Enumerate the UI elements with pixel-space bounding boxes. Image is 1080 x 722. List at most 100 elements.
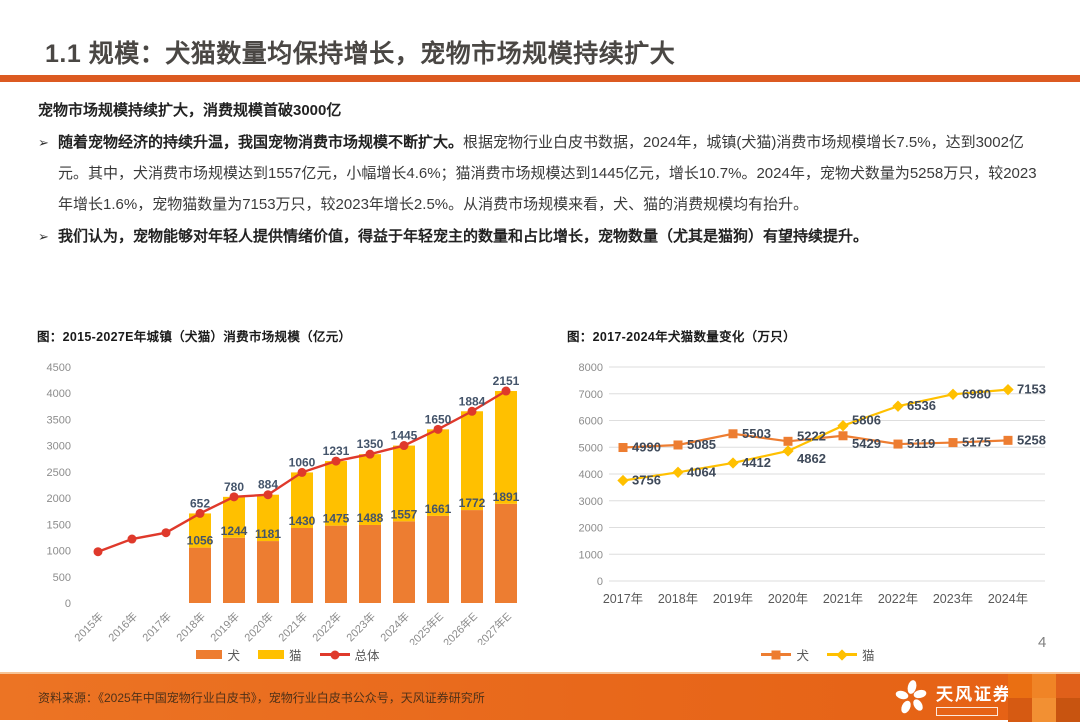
- logo-company-name: 天风证券: [936, 685, 1012, 704]
- svg-text:1060: 1060: [289, 455, 316, 469]
- bullet-arrow-icon: ➢: [38, 229, 49, 244]
- svg-text:2022年: 2022年: [309, 609, 344, 644]
- svg-text:5258: 5258: [1017, 432, 1046, 447]
- svg-text:4064: 4064: [687, 464, 717, 479]
- svg-text:500: 500: [53, 572, 71, 584]
- page-number: 4: [1038, 634, 1047, 651]
- svg-text:2021年: 2021年: [823, 592, 863, 606]
- tf-flower-icon: [895, 680, 927, 714]
- svg-text:1661: 1661: [425, 502, 452, 516]
- svg-text:2023年: 2023年: [343, 609, 378, 644]
- svg-text:2000: 2000: [47, 493, 71, 505]
- svg-text:6000: 6000: [579, 416, 603, 428]
- svg-text:2151: 2151: [493, 374, 520, 388]
- svg-text:2016年: 2016年: [105, 609, 140, 644]
- svg-text:1475: 1475: [323, 512, 350, 526]
- legend-item-cat: 猫: [827, 645, 875, 664]
- svg-text:7153: 7153: [1017, 382, 1046, 397]
- market-size-chart: 图：2015-2027E年城镇（犬猫）消费市场规模（亿元） 0 500 1000 15…: [33, 322, 543, 664]
- market-size-chart-title: 图：2015-2027E年城镇（犬猫）消费市场规模（亿元）: [37, 330, 352, 344]
- svg-text:3000: 3000: [47, 441, 71, 453]
- dog-bar-swatch-icon: [196, 650, 223, 659]
- svg-text:1350: 1350: [357, 437, 384, 451]
- svg-text:6536: 6536: [907, 398, 936, 413]
- pet-count-chart-svg: 0 1000 2000 3000 4000 5000 6000 7000 8000 2017年 20…: [579, 362, 1046, 606]
- cat-bar-swatch-icon: [257, 650, 284, 659]
- cat-diamond-marker-icon: [836, 648, 848, 661]
- svg-text:5085: 5085: [687, 437, 716, 452]
- svg-text:4990: 4990: [632, 440, 661, 455]
- svg-text:3000: 3000: [579, 496, 603, 508]
- bullet-paragraph-1: ➢ 随着宠物经济的持续升温，我国宠物消费市场规模不断扩大。根据宠物行业白皮书数据，…: [38, 127, 1045, 220]
- tianfeng-securities-logo: 天风证券: [895, 679, 1012, 717]
- svg-text:8000: 8000: [579, 362, 603, 374]
- legend-label: 总体: [354, 649, 380, 663]
- svg-text:7000: 7000: [579, 389, 603, 401]
- svg-text:2019年: 2019年: [713, 592, 753, 606]
- bullet-1-regular-run: 根据宠物行业白皮书数据，2024年，城镇(犬猫)消费市场规模增长7.5%，达到3…: [58, 134, 1037, 213]
- cat-line-swatch-icon: [827, 648, 857, 661]
- footer-mosaic-decoration: [1008, 674, 1080, 722]
- svg-text:1430: 1430: [289, 514, 316, 528]
- svg-text:2023年: 2023年: [933, 592, 973, 606]
- bullet-2-bold-run: 我们认为，宠物能够对年轻人提供情绪价值，得益于年轻宠主的数量和占比增长，宠物数量…: [58, 228, 869, 245]
- bullet-1-bold-run: 随着宠物经济的持续升温，我国宠物消费市场规模不断扩大。: [58, 134, 464, 151]
- logo-tagline-box: [936, 707, 998, 716]
- legend-item-dog: 犬: [196, 645, 240, 664]
- svg-text:2025年E: 2025年E: [406, 609, 446, 645]
- svg-text:4000: 4000: [47, 388, 71, 400]
- svg-text:2015年: 2015年: [71, 609, 106, 644]
- svg-text:1056: 1056: [187, 534, 214, 548]
- total-dot-marker-icon: [330, 650, 339, 659]
- legend-item-cat: 猫: [257, 645, 302, 664]
- svg-text:4500: 4500: [47, 362, 71, 374]
- dog-line-swatch-icon: [761, 650, 792, 659]
- svg-text:1650: 1650: [425, 412, 452, 426]
- total-line-swatch-icon: [319, 650, 350, 659]
- svg-text:2019年: 2019年: [207, 609, 242, 644]
- svg-text:652: 652: [190, 496, 210, 510]
- svg-text:884: 884: [258, 478, 278, 492]
- svg-text:1181: 1181: [255, 527, 281, 541]
- svg-text:2024年: 2024年: [988, 592, 1028, 606]
- svg-text:5000: 5000: [579, 442, 603, 454]
- svg-text:2021年: 2021年: [275, 609, 310, 644]
- svg-text:2022年: 2022年: [878, 592, 918, 606]
- svg-text:2018年: 2018年: [658, 592, 698, 606]
- svg-text:1557: 1557: [391, 507, 418, 521]
- svg-text:2018年: 2018年: [173, 609, 208, 644]
- intro-statement: 宠物市场规模持续扩大，消费规模首破3000亿: [38, 102, 342, 119]
- svg-text:0: 0: [597, 576, 603, 588]
- svg-text:1000: 1000: [47, 546, 71, 558]
- pet-count-chart-title: 图：2017-2024年犬猫数量变化（万只）: [567, 330, 796, 344]
- svg-text:780: 780: [224, 480, 244, 494]
- dog-square-marker-icon: [771, 650, 781, 659]
- svg-text:5175: 5175: [962, 435, 991, 450]
- svg-text:4000: 4000: [579, 469, 603, 481]
- market-size-chart-svg: 0 500 1000 1500 2000 2500 3000 3500 4000 4500 2015…: [47, 362, 520, 645]
- svg-text:2026年E: 2026年E: [440, 609, 480, 645]
- svg-text:2000: 2000: [579, 523, 603, 535]
- svg-text:2020年: 2020年: [241, 609, 276, 644]
- svg-text:1244: 1244: [221, 524, 248, 538]
- svg-text:2017年: 2017年: [139, 609, 174, 644]
- svg-text:2024年: 2024年: [377, 609, 412, 644]
- svg-text:1500: 1500: [47, 519, 71, 531]
- svg-text:5503: 5503: [742, 426, 771, 441]
- page-title: 1.1 规模：犬猫数量均保持增长，宠物市场规模持续扩大: [45, 40, 676, 68]
- svg-text:1445: 1445: [391, 429, 418, 443]
- svg-text:5119: 5119: [907, 436, 935, 451]
- market-size-chart-legend: 犬 猫 总体: [33, 645, 543, 664]
- svg-text:1772: 1772: [459, 496, 486, 510]
- svg-text:5429: 5429: [852, 436, 881, 451]
- pet-count-chart-legend: 犬 猫: [563, 645, 1073, 664]
- svg-text:6980: 6980: [962, 386, 991, 401]
- source-attribution: 资料来源：《2025年中国宠物行业白皮书》，宠物行业白皮书公众号，天风证券研究所: [38, 691, 485, 705]
- bullet-arrow-icon: ➢: [38, 135, 49, 150]
- pet-count-chart: 图：2017-2024年犬猫数量变化（万只） 0 1000 2000 3000 4000…: [563, 322, 1073, 664]
- svg-text:1884: 1884: [459, 394, 486, 408]
- svg-text:2500: 2500: [47, 467, 71, 479]
- legend-label: 犬: [227, 649, 240, 663]
- legend-item-dog: 犬: [761, 645, 809, 664]
